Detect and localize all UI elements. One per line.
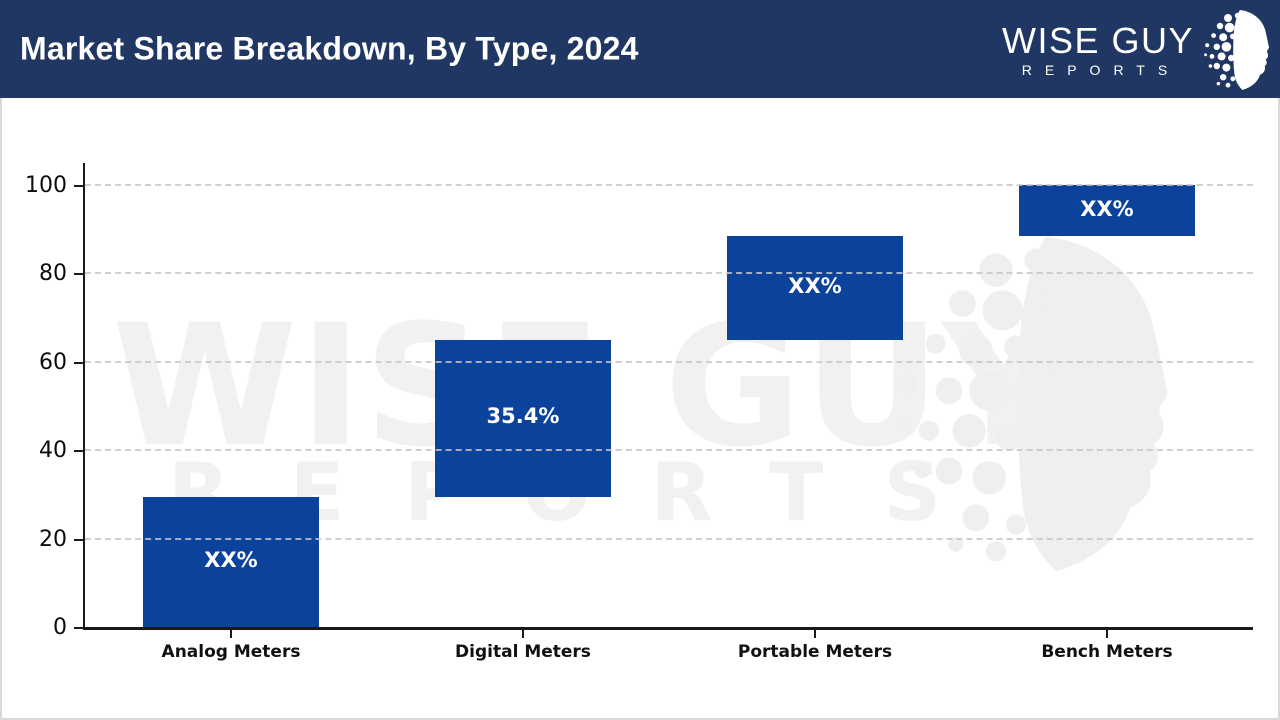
logo-wordmark: WISE GUY REPORTS bbox=[1001, 19, 1194, 79]
x-tick-2 bbox=[814, 630, 816, 638]
bar-digital-meters[interactable] bbox=[435, 340, 611, 497]
bar-bench-meters[interactable] bbox=[1019, 185, 1195, 237]
y-tick-0 bbox=[74, 627, 83, 629]
x-tick-label-0: Analog Meters bbox=[161, 642, 301, 662]
y-tick-40 bbox=[74, 450, 83, 453]
gridline-80 bbox=[85, 272, 1253, 275]
x-axis bbox=[83, 627, 1253, 630]
logo-name: WISE GUY bbox=[1001, 19, 1194, 61]
y-tick-label-0: 0 bbox=[53, 615, 67, 640]
x-tick-label-1: Digital Meters bbox=[455, 642, 591, 662]
y-tick-label-20: 20 bbox=[39, 526, 67, 552]
y-tick-60 bbox=[74, 361, 83, 364]
y-tick-80 bbox=[74, 273, 83, 276]
y-tick-label-40: 40 bbox=[39, 438, 67, 464]
bar-portable-meters[interactable] bbox=[727, 236, 903, 341]
gridline-20 bbox=[85, 537, 1253, 540]
bar-value-label: XX% bbox=[788, 274, 842, 299]
y-tick-20 bbox=[74, 538, 83, 541]
gridline-40 bbox=[85, 449, 1253, 452]
x-tick-0 bbox=[230, 630, 232, 638]
y-axis bbox=[83, 163, 85, 629]
bar-value-label: XX% bbox=[204, 547, 258, 572]
chart-title: Market Share Breakdown, By Type, 2024 bbox=[20, 30, 639, 67]
x-tick-label-2: Portable Meters bbox=[737, 642, 893, 662]
y-tick-label-80: 80 bbox=[39, 261, 67, 287]
x-tick-label-3: Bench Meters bbox=[1041, 642, 1173, 662]
y-tick-label-60: 60 bbox=[39, 349, 67, 375]
logo-subtitle: REPORTS bbox=[1021, 62, 1181, 79]
bar-value-label: XX% bbox=[1080, 196, 1134, 221]
bar-analog-meters[interactable] bbox=[143, 496, 319, 627]
x-tick-3 bbox=[1106, 630, 1108, 638]
brand-logo: WISE GUY REPORTS bbox=[1002, 6, 1272, 94]
y-tick-100 bbox=[74, 185, 83, 187]
x-tick-1 bbox=[522, 630, 524, 638]
bar-value-label: 35.4% bbox=[486, 404, 560, 429]
header: Market Share Breakdown, By Type, 2024 WI… bbox=[0, 0, 1280, 98]
logo-head-icon bbox=[1204, 10, 1269, 90]
gridline-60 bbox=[85, 360, 1253, 363]
gridline-100 bbox=[85, 184, 1253, 186]
y-tick-label-100: 100 bbox=[25, 173, 67, 198]
